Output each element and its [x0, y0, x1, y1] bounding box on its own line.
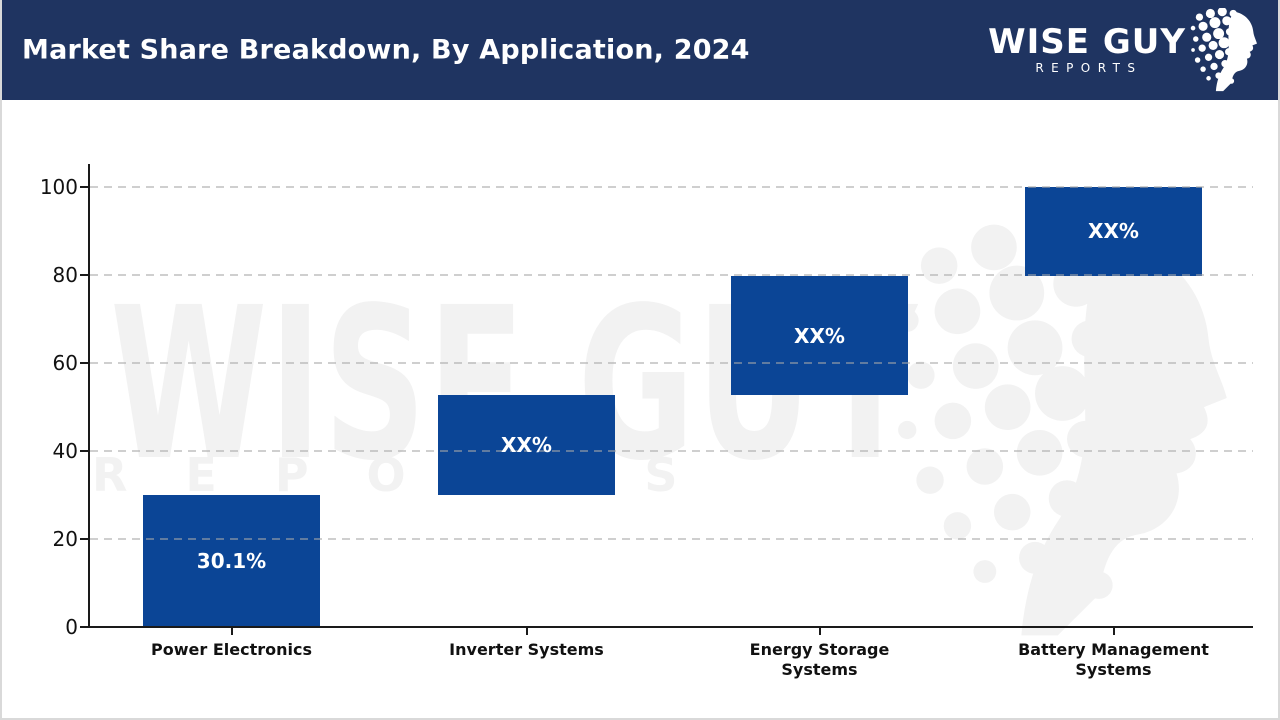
y-tick-mark — [80, 186, 88, 188]
bar-value-label: XX% — [1088, 219, 1139, 244]
gridline — [90, 362, 1253, 364]
y-tick-label: 80 — [52, 263, 78, 287]
wiseguy-logo: WISE GUY REPORTS — [988, 8, 1262, 92]
bar — [1025, 187, 1202, 276]
logo-wordmark: WISE GUY — [988, 21, 1186, 62]
x-category-label: Energy Storage Systems — [749, 640, 890, 679]
chart-title: Market Share Breakdown, By Application, … — [22, 34, 750, 66]
x-category-label: Inverter Systems — [449, 640, 604, 659]
y-tick-mark — [80, 538, 88, 540]
x-tick-mark — [230, 628, 233, 635]
y-tick-label: 40 — [52, 439, 78, 463]
x-axis — [88, 626, 1253, 628]
chart-area: WISE GUY REPORTS 0 20 40 60 80 100 30.1% XX% XX%… — [2, 100, 1278, 718]
bar-value-label: 30.1% — [196, 548, 267, 573]
gridline — [90, 186, 1253, 188]
gridline — [90, 538, 1253, 540]
gridline — [90, 274, 1253, 276]
bar-value-label: XX% — [501, 432, 552, 457]
bar — [438, 395, 615, 495]
y-tick-label: 60 — [52, 351, 78, 375]
logo-subtext: REPORTS — [1035, 61, 1143, 76]
header: Market Share Breakdown, By Application, … — [2, 0, 1278, 100]
wiseguy-head-icon — [1188, 8, 1262, 92]
gridline — [90, 450, 1253, 452]
y-tick-label: 100 — [39, 175, 78, 199]
x-category-label: Battery Management Systems — [1018, 640, 1209, 679]
bar — [731, 275, 908, 396]
bar — [143, 494, 320, 627]
x-tick-mark — [818, 628, 821, 635]
y-tick-label: 0 — [65, 615, 78, 639]
bar-value-label: XX% — [794, 323, 845, 348]
x-category-label: Power Electronics — [151, 640, 312, 659]
y-axis — [88, 164, 90, 628]
x-tick-mark — [1112, 628, 1115, 635]
y-tick-mark — [80, 362, 88, 364]
x-tick-mark — [525, 628, 528, 635]
watermark-head-icon — [882, 220, 1252, 640]
y-tick-label: 20 — [52, 527, 78, 551]
y-tick-mark — [80, 450, 88, 452]
y-tick-mark — [80, 274, 88, 276]
y-tick-mark — [80, 626, 88, 628]
